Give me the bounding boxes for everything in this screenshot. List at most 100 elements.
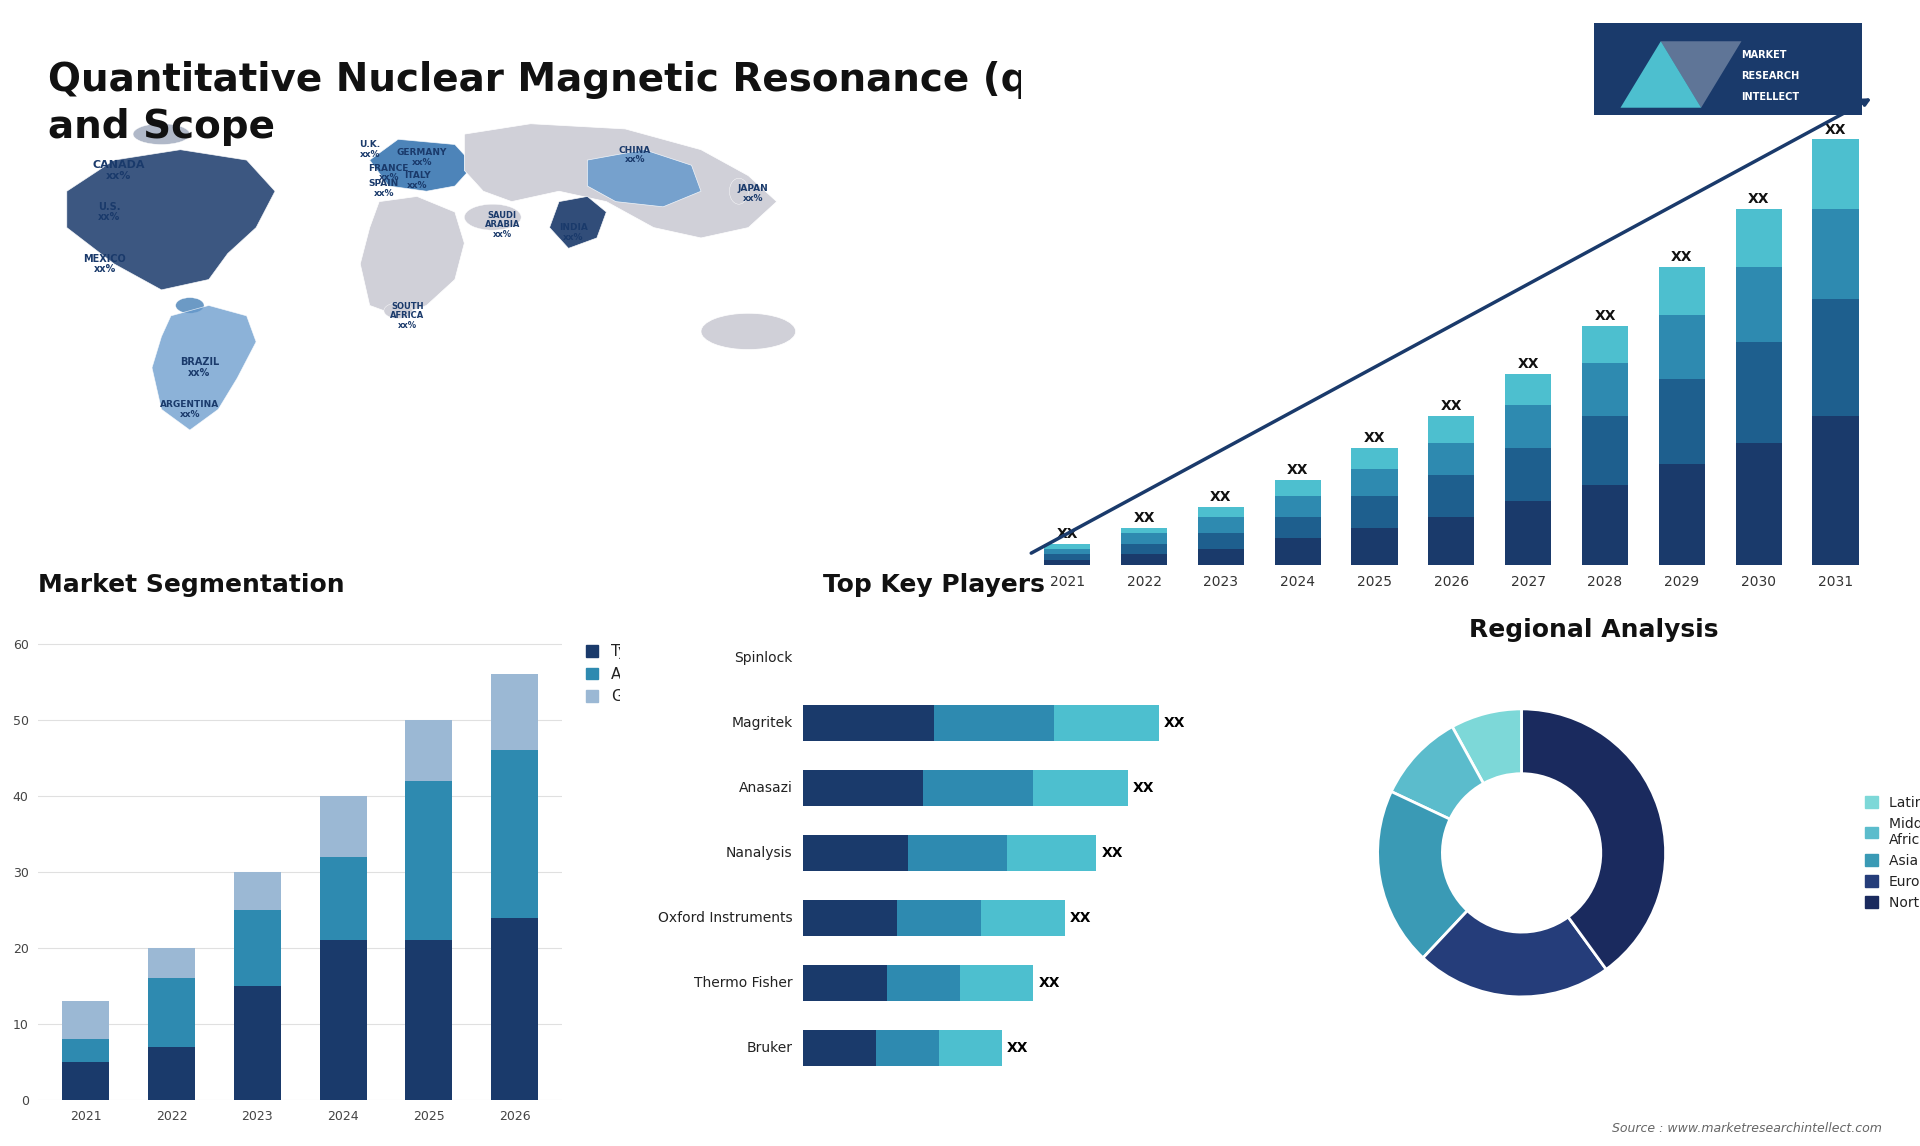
Bar <box>1428 474 1475 517</box>
Text: Market Segmentation: Market Segmentation <box>38 573 346 597</box>
Bar <box>1505 501 1551 565</box>
Ellipse shape <box>730 179 749 204</box>
Text: XX: XX <box>1102 846 1123 860</box>
Bar <box>803 835 908 871</box>
Bar <box>1736 442 1782 565</box>
Bar <box>1659 379 1705 464</box>
Bar <box>405 780 453 941</box>
Text: JAPAN
xx%: JAPAN xx% <box>737 185 768 203</box>
Bar <box>1275 496 1321 517</box>
Text: Spinlock: Spinlock <box>733 651 793 665</box>
Bar <box>148 1047 196 1100</box>
Text: INTELLECT: INTELLECT <box>1741 92 1799 102</box>
Text: XX: XX <box>1008 1041 1029 1055</box>
Text: XX: XX <box>1164 716 1187 730</box>
Bar <box>908 835 1008 871</box>
Polygon shape <box>152 306 255 430</box>
Text: Bruker: Bruker <box>747 1041 793 1055</box>
Bar <box>405 720 453 780</box>
Bar <box>1121 528 1167 533</box>
Bar <box>1812 209 1859 299</box>
Text: XX: XX <box>1133 511 1154 525</box>
Bar <box>1582 363 1628 416</box>
Text: U.S.
xx%: U.S. xx% <box>98 202 121 222</box>
Bar <box>148 979 196 1047</box>
Polygon shape <box>67 150 275 290</box>
Bar <box>1352 528 1398 565</box>
Text: ARGENTINA
xx%: ARGENTINA xx% <box>159 400 219 418</box>
Bar <box>492 674 538 751</box>
Text: BRAZIL
xx%: BRAZIL xx% <box>180 358 219 378</box>
Text: SAUDI
ARABIA
xx%: SAUDI ARABIA xx% <box>484 211 520 240</box>
Bar <box>1812 140 1859 209</box>
Bar <box>803 1030 876 1066</box>
Text: XX: XX <box>1210 489 1231 504</box>
Bar <box>1659 464 1705 565</box>
Bar <box>1736 209 1782 267</box>
Text: XX: XX <box>1286 463 1308 477</box>
Text: XX: XX <box>1056 527 1077 541</box>
Bar <box>1352 448 1398 470</box>
Bar <box>1659 315 1705 379</box>
Wedge shape <box>1423 911 1607 997</box>
Bar <box>1582 416 1628 485</box>
Bar <box>492 918 538 1100</box>
Bar <box>1121 555 1167 565</box>
Bar <box>1044 559 1091 565</box>
Bar <box>61 1002 109 1039</box>
Polygon shape <box>1661 41 1741 108</box>
Bar <box>960 965 1033 1000</box>
Text: SPAIN
xx%: SPAIN xx% <box>369 179 399 198</box>
Bar <box>1659 267 1705 315</box>
Bar <box>887 965 960 1000</box>
Bar <box>897 900 981 936</box>
Text: XX: XX <box>1824 123 1847 136</box>
Bar <box>803 705 933 740</box>
Bar <box>1198 517 1244 533</box>
Text: Source : www.marketresearchintellect.com: Source : www.marketresearchintellect.com <box>1611 1122 1882 1135</box>
Text: CHINA
xx%: CHINA xx% <box>618 146 651 164</box>
Text: U.K.
xx%: U.K. xx% <box>359 140 380 159</box>
Bar <box>1582 485 1628 565</box>
Bar <box>1054 705 1160 740</box>
Text: RESEARCH: RESEARCH <box>1741 71 1799 81</box>
Text: Magritek: Magritek <box>732 716 793 730</box>
Bar <box>924 770 1033 806</box>
Bar <box>1033 770 1127 806</box>
Polygon shape <box>465 124 778 238</box>
Bar <box>1736 267 1782 342</box>
Ellipse shape <box>701 313 795 350</box>
Bar <box>981 900 1066 936</box>
Bar <box>1198 549 1244 565</box>
Bar <box>803 900 897 936</box>
Bar <box>1428 442 1475 474</box>
Text: XX: XX <box>1517 356 1540 371</box>
Bar <box>234 872 280 910</box>
Bar <box>1008 835 1096 871</box>
Text: XX: XX <box>1594 309 1617 323</box>
Bar <box>319 941 367 1100</box>
Text: XX: XX <box>1133 780 1154 795</box>
Bar <box>319 795 367 857</box>
Text: XX: XX <box>1670 251 1693 265</box>
Text: XX: XX <box>1039 976 1060 990</box>
Text: GERMANY
xx%: GERMANY xx% <box>397 148 447 167</box>
Polygon shape <box>361 196 465 316</box>
Title: Regional Analysis: Regional Analysis <box>1469 619 1718 643</box>
Text: ITALY
xx%: ITALY xx% <box>403 172 430 190</box>
Text: XX: XX <box>1363 431 1384 446</box>
Bar <box>234 986 280 1100</box>
Ellipse shape <box>175 298 204 313</box>
Text: Anasazi: Anasazi <box>739 780 793 795</box>
Bar <box>1736 342 1782 442</box>
Bar <box>1275 480 1321 496</box>
Bar <box>1505 374 1551 406</box>
Text: Oxford Instruments: Oxford Instruments <box>659 911 793 925</box>
Bar <box>1812 416 1859 565</box>
Bar <box>1352 496 1398 528</box>
Bar <box>803 965 887 1000</box>
Polygon shape <box>549 196 607 249</box>
Bar <box>933 705 1054 740</box>
Wedge shape <box>1523 709 1665 970</box>
Bar <box>1275 539 1321 565</box>
